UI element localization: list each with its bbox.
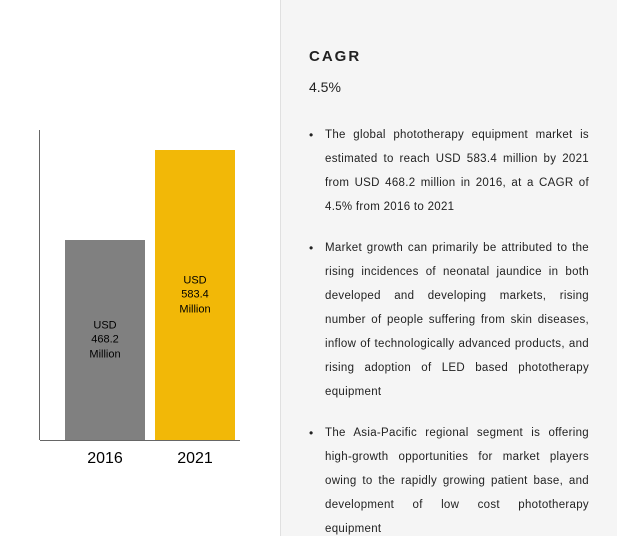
axis-label-2021: 2021 xyxy=(155,450,235,468)
bar-2021-label: USD 583.4 Million xyxy=(155,274,235,317)
bar-2021-label-l1: USD xyxy=(183,275,206,287)
chart-area: USD 468.2 Million USD 583.4 Million 2016… xyxy=(40,40,240,440)
bar-2021-label-l3: Million xyxy=(179,303,210,315)
bar-2021-label-l2: 583.4 xyxy=(181,289,209,301)
cagr-value: 4.5% xyxy=(309,79,589,95)
bullet-item: The global phototherapy equipment market… xyxy=(309,123,589,220)
bar-2021: USD 583.4 Million xyxy=(155,150,235,440)
bar-2016: USD 468.2 Million xyxy=(65,240,145,440)
axis-label-2016: 2016 xyxy=(65,450,145,468)
cagr-title: CAGR xyxy=(309,48,589,65)
bar-2016-label-l1: USD xyxy=(93,320,116,332)
text-panel: CAGR 4.5% The global phototherapy equipm… xyxy=(280,0,617,536)
x-axis-line xyxy=(40,440,240,441)
bullet-item: The Asia-Pacific regional segment is off… xyxy=(309,421,589,541)
bullet-item: Market growth can primarily be attribute… xyxy=(309,236,589,405)
bar-2016-label: USD 468.2 Million xyxy=(65,319,145,362)
bar-2016-label-l2: 468.2 xyxy=(91,334,119,346)
bullet-list: The global phototherapy equipment market… xyxy=(309,123,589,541)
chart-panel: USD 468.2 Million USD 583.4 Million 2016… xyxy=(0,0,280,536)
y-axis-line xyxy=(39,130,40,440)
bar-2016-label-l3: Million xyxy=(89,348,120,360)
